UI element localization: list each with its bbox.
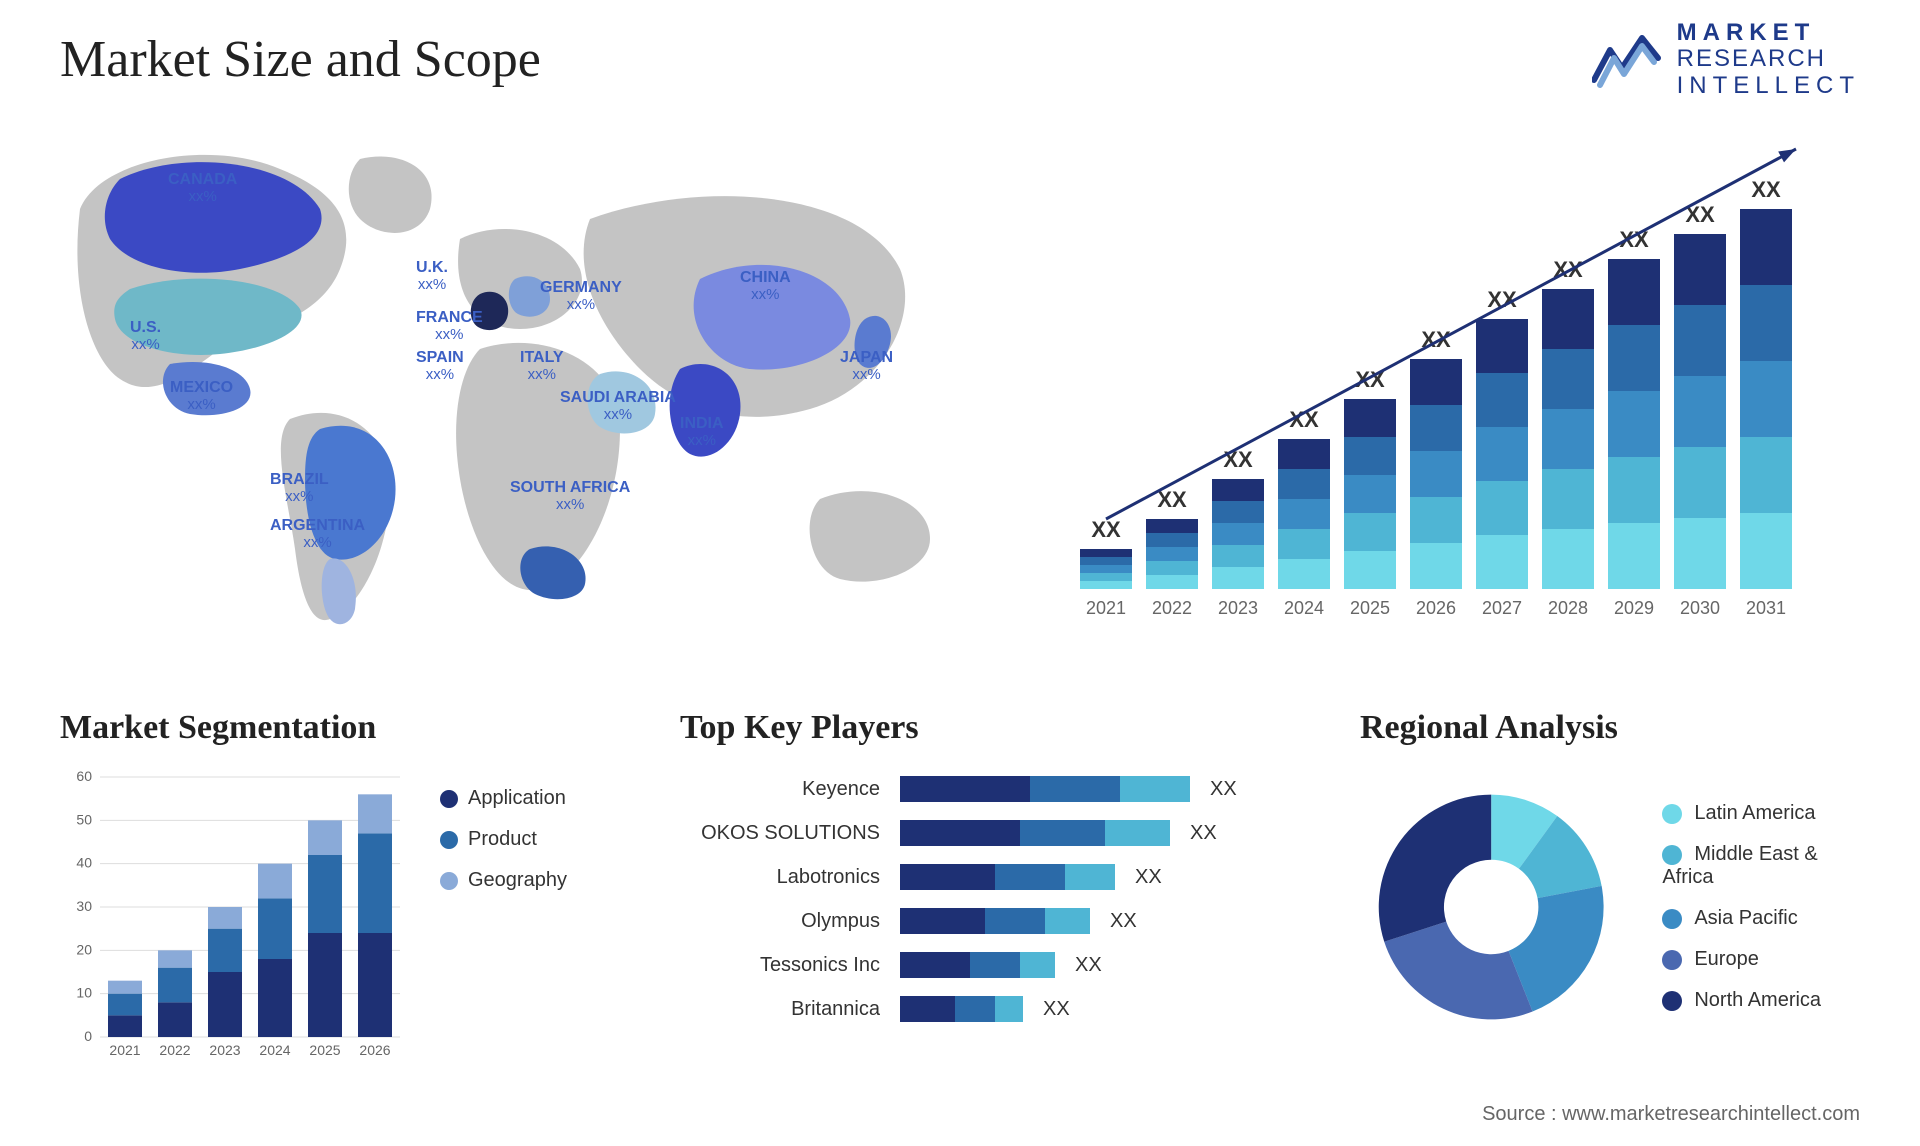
player-row: Labotronics XX [680, 855, 1300, 899]
segmentation-legend-item: Geography [440, 869, 567, 892]
map-label-brazil: BRAZILxx% [270, 471, 329, 505]
segmentation-legend-item: Product [440, 828, 567, 851]
svg-text:2022: 2022 [159, 1042, 190, 1058]
svg-text:2026: 2026 [1416, 598, 1456, 618]
svg-text:2023: 2023 [209, 1042, 240, 1058]
map-label-france: FRANCExx% [416, 309, 483, 343]
player-row: Tessonics Inc XX [680, 943, 1300, 987]
player-value: XX [1190, 822, 1217, 845]
player-name: Keyence [680, 778, 880, 801]
svg-text:2029: 2029 [1614, 598, 1654, 618]
svg-text:2027: 2027 [1482, 598, 1522, 618]
map-label-argentina: ARGENTINAxx% [270, 517, 365, 551]
regional-legend-item: Latin America [1662, 802, 1860, 825]
player-row: Olympus XX [680, 899, 1300, 943]
logo-mark-icon [1592, 30, 1662, 90]
source-label: Source : www.marketresearchintellect.com [1482, 1103, 1860, 1126]
svg-text:30: 30 [76, 898, 92, 914]
regional-panel: Regional Analysis Latin America Middle Ea… [1360, 709, 1860, 1109]
map-label-saudi: SAUDI ARABIAxx% [560, 389, 676, 423]
world-map: CANADAxx% U.S.xx% MEXICOxx% BRAZILxx% ARGENT… [60, 119, 960, 669]
player-name: OKOS SOLUTIONS [680, 822, 880, 845]
svg-text:2024: 2024 [1284, 598, 1324, 618]
regional-legend-item: Middle East & Africa [1662, 843, 1860, 889]
map-label-spain: SPAINxx% [416, 349, 464, 383]
map-label-southafrica: SOUTH AFRICAxx% [510, 479, 630, 513]
player-value: XX [1043, 998, 1070, 1021]
svg-text:XX: XX [1751, 177, 1781, 202]
svg-text:40: 40 [76, 855, 92, 871]
player-bar [900, 864, 1115, 890]
segmentation-title: Market Segmentation [60, 709, 620, 747]
player-row: Keyence XX [680, 767, 1300, 811]
key-players-panel: Top Key Players Keyence XX OKOS SOLUTIONS X… [680, 709, 1300, 1109]
regional-legend-item: Europe [1662, 948, 1860, 971]
svg-text:0: 0 [84, 1028, 92, 1044]
svg-text:XX: XX [1223, 447, 1253, 472]
svg-text:2030: 2030 [1680, 598, 1720, 618]
market-size-chart: XX2021XX2022XX2023XX2024XX2025XX2026XX20… [1040, 119, 1860, 669]
player-value: XX [1075, 954, 1102, 977]
segmentation-panel: Market Segmentation 0 10 20 30 40 50 60 2021 202… [60, 709, 620, 1109]
map-label-germany: GERMANYxx% [540, 279, 622, 313]
svg-text:2021: 2021 [1086, 598, 1126, 618]
svg-text:2028: 2028 [1548, 598, 1588, 618]
regional-legend-item: Asia Pacific [1662, 907, 1860, 930]
player-row: Britannica XX [680, 987, 1300, 1031]
key-players-chart: KeyenceXXOKOS SOLUTIONSXXLabotronicsXXOl… [680, 767, 1300, 1031]
svg-text:2026: 2026 [359, 1042, 390, 1058]
segmentation-chart: 0 10 20 30 40 50 60 2021 2022 2023 2024 2025 2026 [60, 767, 410, 1067]
map-label-canada: CANADAxx% [168, 171, 237, 205]
player-bar [900, 776, 1190, 802]
player-bar [900, 908, 1090, 934]
player-bar [900, 820, 1170, 846]
regional-title: Regional Analysis [1360, 709, 1860, 747]
key-players-title: Top Key Players [680, 709, 1300, 747]
player-bar [900, 996, 1023, 1022]
svg-text:10: 10 [76, 985, 92, 1001]
logo-line1: MARKET [1677, 20, 1860, 46]
map-label-india: INDIAxx% [680, 415, 724, 449]
svg-text:20: 20 [76, 941, 92, 957]
player-value: XX [1135, 866, 1162, 889]
svg-text:2022: 2022 [1152, 598, 1192, 618]
player-row: OKOS SOLUTIONS XX [680, 811, 1300, 855]
svg-text:50: 50 [76, 811, 92, 827]
brand-logo: MARKET RESEARCH INTELLECT [1592, 20, 1860, 99]
regional-donut-chart [1360, 767, 1622, 1047]
svg-text:2024: 2024 [259, 1042, 290, 1058]
svg-text:60: 60 [76, 768, 92, 784]
player-value: XX [1210, 778, 1237, 801]
svg-text:XX: XX [1091, 517, 1121, 542]
page-title: Market Size and Scope [60, 30, 1860, 89]
player-name: Britannica [680, 998, 880, 1021]
segmentation-legend-item: Application [440, 787, 567, 810]
segmentation-legend: Application Product Geography [440, 767, 567, 1067]
logo-text: MARKET RESEARCH INTELLECT [1677, 20, 1860, 99]
svg-text:2023: 2023 [1218, 598, 1258, 618]
player-name: Labotronics [680, 866, 880, 889]
player-name: Tessonics Inc [680, 954, 880, 977]
map-label-china: CHINAxx% [740, 269, 791, 303]
regional-legend: Latin America Middle East & Africa Asia Pa… [1662, 802, 1860, 1012]
map-label-uk: U.K.xx% [416, 259, 448, 293]
svg-text:2021: 2021 [109, 1042, 140, 1058]
map-label-mexico: MEXICOxx% [170, 379, 233, 413]
logo-line2: RESEARCH [1677, 46, 1860, 72]
map-label-italy: ITALYxx% [520, 349, 564, 383]
map-label-us: U.S.xx% [130, 319, 161, 353]
map-label-japan: JAPANxx% [840, 349, 893, 383]
player-bar [900, 952, 1055, 978]
svg-text:2025: 2025 [1350, 598, 1390, 618]
svg-text:2031: 2031 [1746, 598, 1786, 618]
player-value: XX [1110, 910, 1137, 933]
svg-text:2025: 2025 [309, 1042, 340, 1058]
player-name: Olympus [680, 910, 880, 933]
logo-line3: INTELLECT [1677, 73, 1860, 99]
regional-legend-item: North America [1662, 989, 1860, 1012]
